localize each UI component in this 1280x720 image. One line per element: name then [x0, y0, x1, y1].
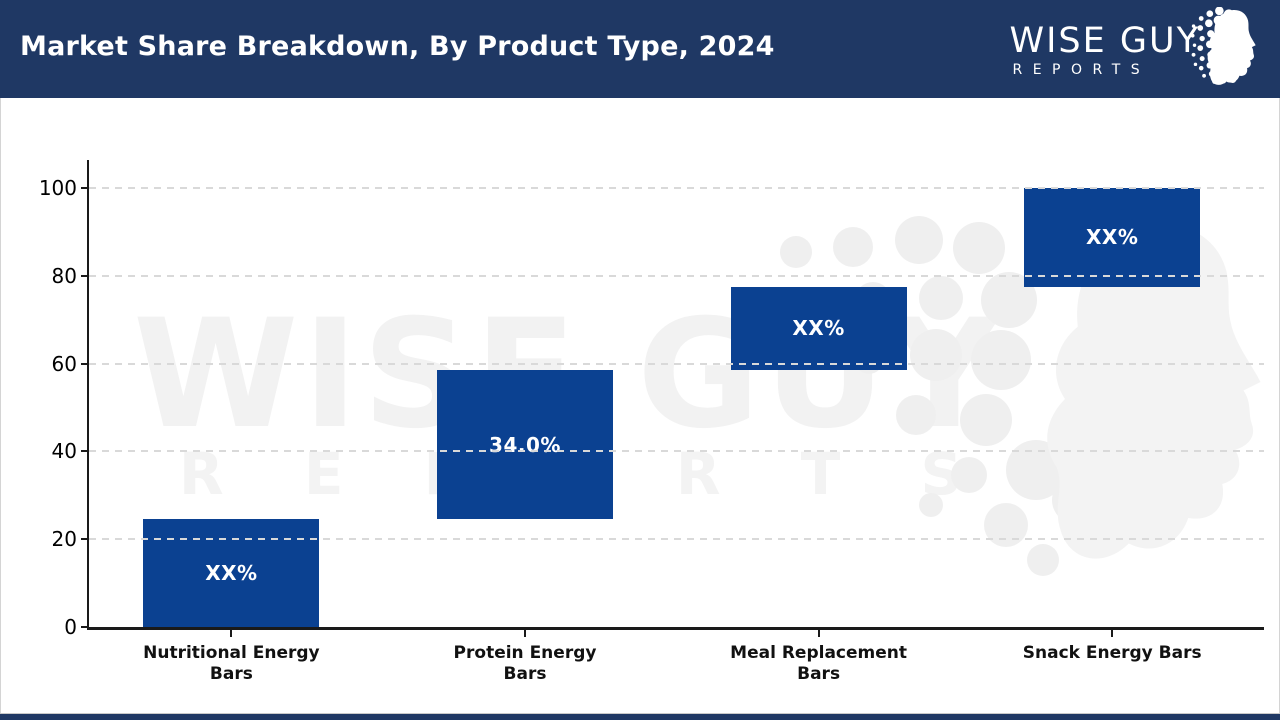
wiseguy-logo: WISE GUY REPORTS [1009, 7, 1270, 92]
page-title: Market Share Breakdown, By Product Type,… [20, 30, 775, 62]
bar-protein-energy-bars: 34.0% [437, 370, 613, 520]
gridline-40 [89, 450, 1264, 453]
y-tick-mark-60 [81, 362, 89, 365]
y-tick-label-20: 20 [51, 527, 77, 552]
y-tick-label-100: 100 [38, 176, 77, 200]
logo-wordmark-line1: WISE GUY [1009, 20, 1200, 61]
category-label-snack-energy-bars: Snack Energy Bars [1022, 643, 1202, 663]
logo-wordmark-line2: REPORTS [1012, 61, 1151, 78]
bar-value-label: XX% [1085, 225, 1139, 250]
x-tick-mark-meal-replacement-bars [817, 630, 820, 637]
bottom-hairline [0, 713, 1280, 714]
x-axis-line [87, 627, 1264, 630]
logo-wordmark: WISE GUY REPORTS [1009, 23, 1200, 78]
bar-value-label: 34.0% [489, 432, 561, 457]
y-tick-label-60: 60 [51, 351, 77, 376]
y-axis-line [87, 160, 89, 629]
gridline-80 [89, 274, 1264, 277]
bar-value-label: XX% [792, 316, 845, 341]
watermark-head-icon [780, 216, 1261, 576]
x-tick-mark-nutritional-energy-bars [230, 630, 233, 637]
y-tick-label-40: 40 [51, 439, 77, 464]
chart-area: WISE GUY R E P O R T S XX%34.0%XX%XX%020… [0, 98, 1280, 714]
bar-nutritional-energy-bars: XX% [143, 519, 320, 627]
gridline-60 [89, 362, 1264, 365]
y-tick-mark-20 [81, 538, 89, 541]
category-label-protein-energy-bars: Protein Energy Bars [453, 643, 597, 684]
y-tick-mark-40 [81, 450, 89, 453]
gridline-20 [89, 538, 1264, 541]
category-label-nutritional-energy-bars: Nutritional Energy Bars [143, 643, 320, 684]
x-tick-mark-snack-energy-bars [1111, 630, 1114, 637]
category-label-meal-replacement-bars: Meal Replacement Bars [730, 643, 908, 684]
bar-value-label: XX% [205, 561, 258, 586]
bar-snack-energy-bars: XX% [1024, 188, 1201, 287]
y-tick-label-0: 0 [64, 615, 77, 639]
gridline-100 [89, 187, 1264, 189]
bar-meal-replacement-bars: XX% [730, 286, 907, 371]
footer-bar [0, 714, 1280, 720]
header: Market Share Breakdown, By Product Type,… [0, 0, 1280, 98]
logo-head-icon [1190, 7, 1256, 85]
y-tick-mark-0 [81, 626, 89, 628]
x-tick-mark-protein-energy-bars [524, 630, 526, 637]
y-tick-mark-80 [81, 274, 89, 277]
y-tick-label-80: 80 [51, 263, 77, 288]
y-tick-mark-100 [81, 187, 89, 189]
